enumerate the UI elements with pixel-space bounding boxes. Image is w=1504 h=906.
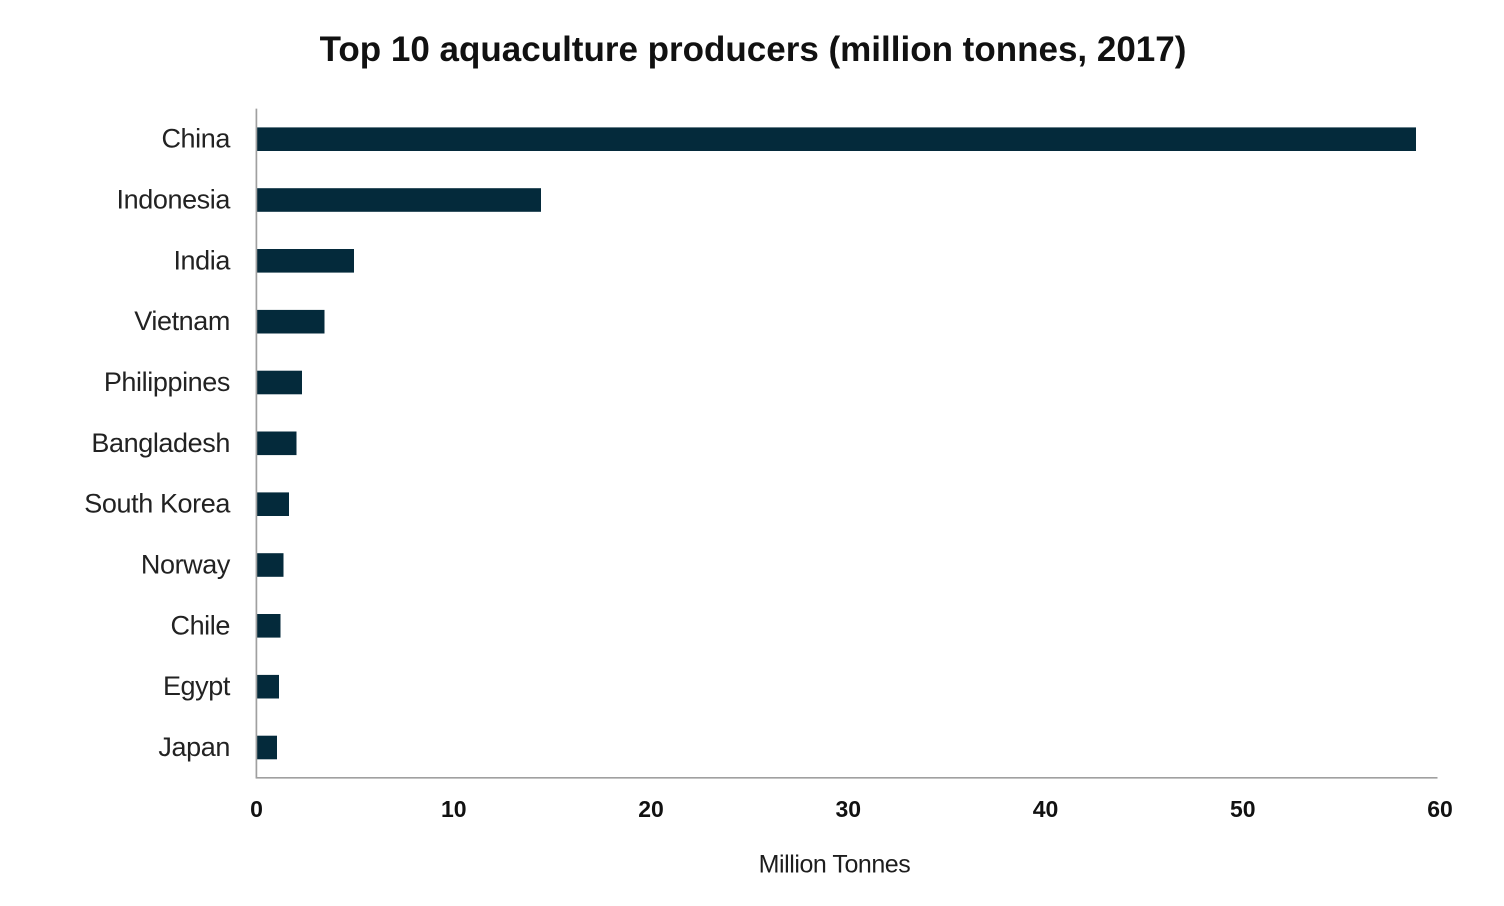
svg-text:South Korea: South Korea <box>84 489 231 519</box>
svg-text:Japan: Japan <box>158 732 230 762</box>
svg-text:Philippines: Philippines <box>104 367 230 397</box>
svg-text:20: 20 <box>638 796 664 822</box>
svg-text:India: India <box>173 245 231 275</box>
svg-text:Million Tonnes: Million Tonnes <box>759 851 911 879</box>
svg-text:Bangladesh: Bangladesh <box>91 428 230 458</box>
svg-text:Indonesia: Indonesia <box>117 185 232 215</box>
svg-text:Chile: Chile <box>170 610 230 640</box>
svg-text:Egypt: Egypt <box>163 671 231 701</box>
svg-text:60: 60 <box>1427 796 1453 822</box>
svg-text:40: 40 <box>1033 796 1059 822</box>
svg-text:30: 30 <box>836 796 862 822</box>
svg-text:Top 10 aquaculture producers (: Top 10 aquaculture producers (million to… <box>320 30 1187 69</box>
svg-text:Norway: Norway <box>141 550 231 580</box>
svg-text:Vietnam: Vietnam <box>134 306 230 336</box>
svg-text:10: 10 <box>441 796 467 822</box>
svg-text:0: 0 <box>250 796 263 822</box>
svg-text:50: 50 <box>1230 796 1256 822</box>
svg-text:China: China <box>161 124 231 154</box>
